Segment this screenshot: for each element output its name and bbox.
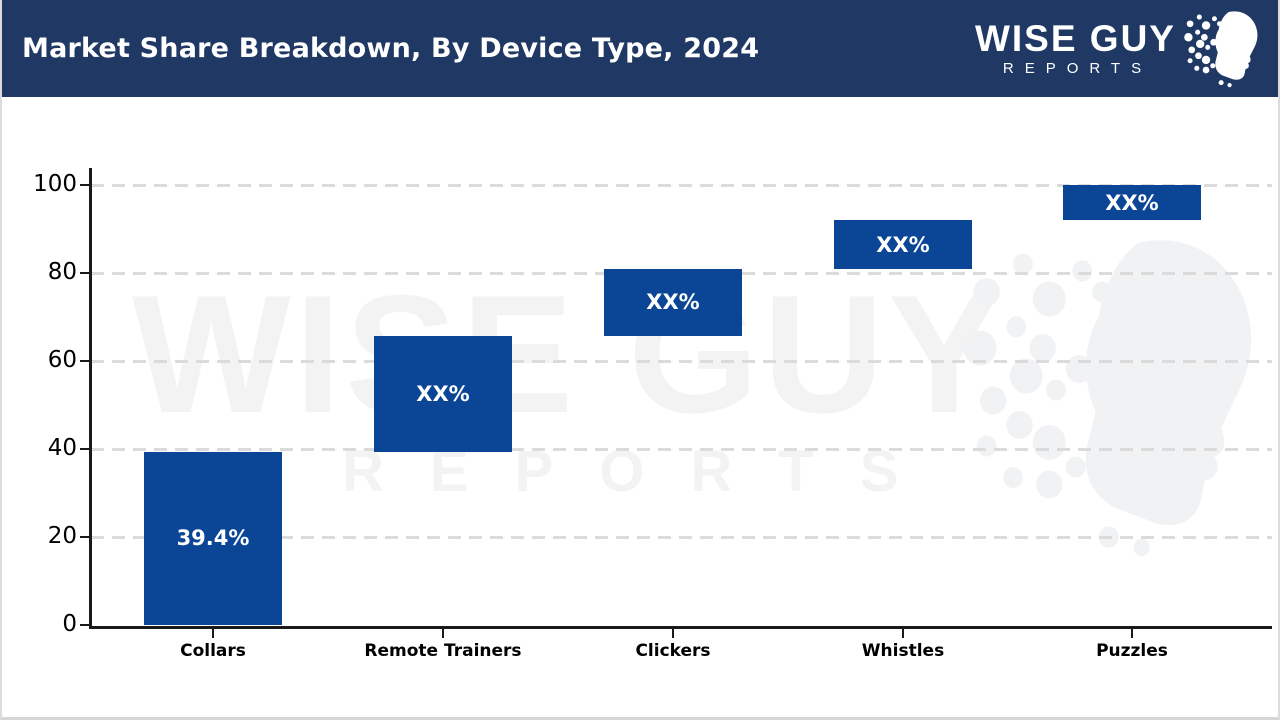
y-tick-label: 20 (47, 523, 77, 549)
y-gridline (91, 448, 1272, 451)
bar-value-label: XX% (876, 232, 930, 257)
x-tick-mark (1131, 629, 1133, 638)
x-tick-mark (672, 629, 674, 638)
y-gridline (91, 360, 1272, 363)
y-tick-label: 0 (62, 611, 77, 637)
x-tick-mark (442, 629, 444, 638)
brand-face-icon (1180, 7, 1264, 91)
y-tick-mark (80, 184, 89, 186)
x-tick-mark (902, 629, 904, 638)
brand-logo-text: WISE GUY REPORTS (975, 20, 1176, 77)
y-tick-mark (80, 536, 89, 538)
bar-collars: 39.4% (144, 451, 282, 625)
bar-remote-trainers: XX% (374, 335, 512, 452)
chart-title: Market Share Breakdown, By Device Type, … (22, 33, 760, 64)
y-tick-label: 80 (47, 259, 77, 285)
x-axis-line (89, 626, 1272, 629)
bar-value-label: 39.4% (176, 526, 250, 551)
bar-value-label: XX% (1105, 190, 1159, 215)
bar-whistles: XX% (834, 220, 972, 270)
bar-value-label: XX% (646, 290, 700, 315)
y-gridline (91, 184, 1272, 187)
bar-clickers: XX% (604, 269, 742, 336)
brand-name: WISE GUY (974, 18, 1176, 59)
x-category-label: Collars (180, 641, 246, 661)
brand-logo: WISE GUY REPORTS (975, 7, 1264, 91)
y-tick-label: 100 (33, 171, 77, 197)
y-tick-label: 40 (47, 435, 77, 461)
brand-subname: REPORTS (1002, 60, 1153, 77)
watermark-brand-name: WISE GUY (132, 260, 1005, 448)
y-tick-mark (80, 448, 89, 450)
x-tick-mark (212, 629, 214, 638)
x-category-label: Clickers (635, 641, 711, 661)
bar-value-label: XX% (416, 381, 470, 406)
y-tick-mark (80, 624, 89, 626)
x-category-label: Remote Trainers (364, 641, 522, 661)
y-tick-mark (80, 360, 89, 362)
y-axis-line (89, 168, 92, 628)
y-tick-label: 60 (47, 347, 77, 373)
header-bar: Market Share Breakdown, By Device Type, … (2, 0, 1278, 97)
y-gridline (91, 536, 1272, 539)
watermark-face-icon (947, 222, 1277, 576)
x-category-label: Puzzles (1096, 641, 1168, 661)
x-category-label: Whistles (861, 641, 945, 661)
bar-puzzles: XX% (1063, 185, 1201, 221)
y-tick-mark (80, 272, 89, 274)
